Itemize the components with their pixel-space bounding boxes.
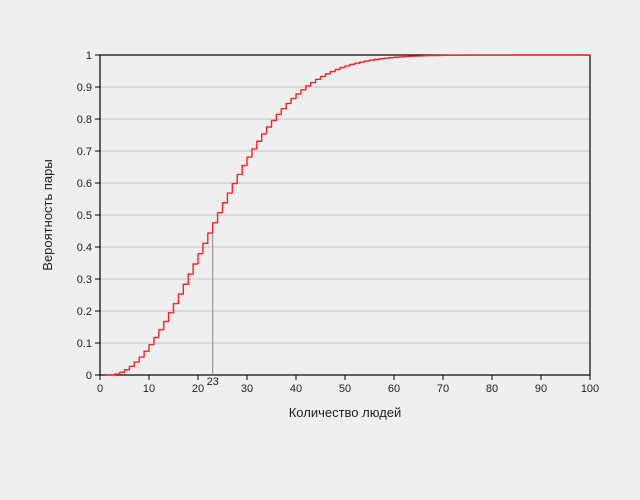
svg-text:60: 60 — [388, 383, 400, 395]
svg-text:1: 1 — [86, 50, 92, 62]
svg-text:0.8: 0.8 — [77, 114, 92, 126]
chart-svg: 0 10 20 30 40 50 60 70 80 90 100 23 0 0.1 0.2 0.3 0.4 0.5… — [30, 45, 610, 455]
svg-text:0.7: 0.7 — [77, 146, 92, 158]
svg-text:10: 10 — [143, 383, 155, 395]
svg-text:23: 23 — [207, 376, 219, 388]
svg-text:70: 70 — [437, 383, 449, 395]
svg-text:Количество людей: Количество людей — [289, 405, 402, 420]
svg-text:0.1: 0.1 — [77, 338, 92, 350]
svg-text:0.9: 0.9 — [77, 82, 92, 94]
svg-text:20: 20 — [192, 383, 204, 395]
svg-text:50: 50 — [339, 383, 351, 395]
svg-text:Вероятность пары: Вероятность пары — [40, 159, 55, 270]
svg-text:40: 40 — [290, 383, 302, 395]
svg-text:0.3: 0.3 — [77, 274, 92, 286]
svg-text:0.2: 0.2 — [77, 306, 92, 318]
svg-text:0: 0 — [86, 370, 92, 382]
svg-text:0.4: 0.4 — [77, 242, 92, 254]
birthday-paradox-chart: 0 10 20 30 40 50 60 70 80 90 100 23 0 0.1 0.2 0.3 0.4 0.5… — [30, 45, 610, 455]
svg-text:0.5: 0.5 — [77, 210, 92, 222]
svg-text:0.6: 0.6 — [77, 178, 92, 190]
svg-text:90: 90 — [535, 383, 547, 395]
svg-text:0: 0 — [97, 383, 103, 395]
svg-text:80: 80 — [486, 383, 498, 395]
svg-text:100: 100 — [581, 383, 599, 395]
svg-text:30: 30 — [241, 383, 253, 395]
